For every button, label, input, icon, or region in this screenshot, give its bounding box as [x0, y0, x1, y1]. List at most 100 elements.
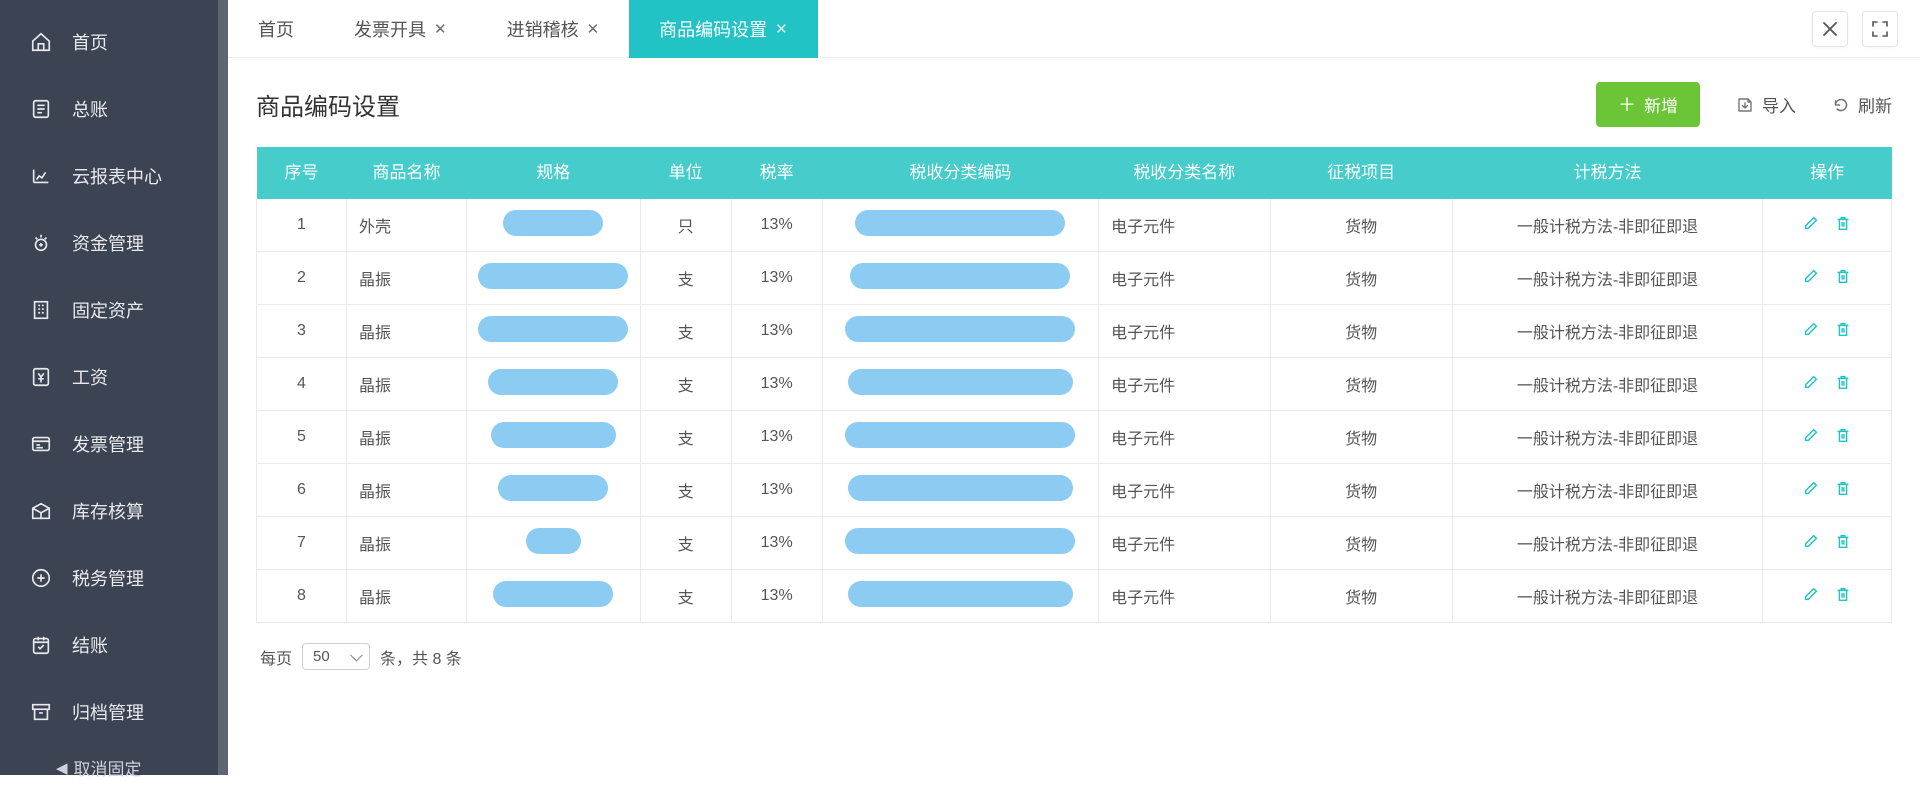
cell-idx: 4	[257, 358, 347, 411]
close-all-button[interactable]	[1812, 11, 1848, 47]
tab-close-icon[interactable]: ✕	[587, 20, 600, 38]
sidebar-item-archive[interactable]: 归档管理	[0, 678, 228, 745]
sidebar-item-tax[interactable]: 税务管理	[0, 544, 228, 611]
redacted-code	[848, 581, 1073, 607]
cell-name: 晶振	[347, 358, 467, 411]
col-header-3: 单位	[640, 147, 731, 199]
edit-icon[interactable]	[1801, 478, 1821, 498]
sidebar-item-inventory[interactable]: 库存核算	[0, 477, 228, 544]
sidebar-unpin[interactable]: ◀ 取消固定	[0, 745, 228, 790]
tab-2[interactable]: 进销稽核 ✕	[477, 0, 630, 58]
delete-icon[interactable]	[1833, 213, 1853, 233]
import-button[interactable]: 导入	[1736, 92, 1796, 117]
cell-spec	[467, 411, 641, 464]
import-button-label: 导入	[1762, 92, 1796, 117]
cell-rate: 13%	[731, 199, 822, 252]
refresh-button[interactable]: 刷新	[1832, 92, 1892, 117]
sidebar-item-building[interactable]: 固定资产	[0, 276, 228, 343]
cell-item: 货物	[1270, 199, 1452, 252]
tab-close-icon[interactable]: ✕	[775, 20, 788, 38]
edit-icon[interactable]	[1801, 213, 1821, 233]
page-content: 商品编码设置 ＋ 新增 导入	[228, 58, 1920, 775]
sidebar: 首页总账云报表中心资金管理固定资产工资发票管理库存核算税务管理结账归档管理 ◀ …	[0, 0, 228, 775]
import-icon	[1736, 96, 1754, 114]
tabs-bar: 首页发票开具✕进销稽核✕商品编码设置✕	[228, 0, 1920, 58]
edit-icon[interactable]	[1801, 584, 1821, 604]
add-button-label: 新增	[1644, 92, 1678, 117]
edit-icon[interactable]	[1801, 531, 1821, 551]
col-header-9: 操作	[1763, 147, 1892, 199]
table-row: 6晶振支13%电子元件货物一般计税方法-非即征即退	[257, 464, 1892, 517]
table-row: 3晶振支13%电子元件货物一般计税方法-非即征即退	[257, 305, 1892, 358]
cell-rate: 13%	[731, 464, 822, 517]
cell-ops	[1763, 517, 1892, 570]
tab-label: 进销稽核	[507, 16, 579, 42]
add-button[interactable]: ＋ 新增	[1596, 82, 1700, 127]
cell-method: 一般计税方法-非即征即退	[1452, 464, 1763, 517]
table-row: 4晶振支13%电子元件货物一般计税方法-非即征即退	[257, 358, 1892, 411]
cell-idx: 5	[257, 411, 347, 464]
cell-method: 一般计税方法-非即征即退	[1452, 199, 1763, 252]
delete-icon[interactable]	[1833, 531, 1853, 551]
sidebar-unpin-label: 取消固定	[74, 755, 142, 780]
cell-name: 晶振	[347, 411, 467, 464]
delete-icon[interactable]	[1833, 425, 1853, 445]
sidebar-item-salary[interactable]: 工资	[0, 343, 228, 410]
delete-icon[interactable]	[1833, 478, 1853, 498]
sidebar-item-home[interactable]: 首页	[0, 8, 228, 75]
building-icon	[30, 299, 52, 321]
col-header-7: 征税项目	[1270, 147, 1452, 199]
cell-cat: 电子元件	[1099, 199, 1270, 252]
edit-icon[interactable]	[1801, 372, 1821, 392]
redacted-spec	[526, 528, 581, 554]
sidebar-item-invoice[interactable]: 发票管理	[0, 410, 228, 477]
delete-icon[interactable]	[1833, 584, 1853, 604]
per-page-select[interactable]: 50	[302, 643, 370, 670]
tab-1[interactable]: 发票开具✕	[324, 0, 477, 58]
redacted-code	[850, 263, 1070, 289]
sidebar-item-label: 发票管理	[72, 431, 144, 457]
delete-icon[interactable]	[1833, 319, 1853, 339]
edit-icon[interactable]	[1801, 266, 1821, 286]
cell-code	[822, 411, 1098, 464]
table-row: 5晶振支13%电子元件货物一般计税方法-非即征即退	[257, 411, 1892, 464]
edit-icon[interactable]	[1801, 425, 1821, 445]
edit-icon[interactable]	[1801, 319, 1821, 339]
cell-code	[822, 464, 1098, 517]
pager-summary: 条，共 8 条	[380, 645, 462, 669]
cell-name: 晶振	[347, 517, 467, 570]
sidebar-item-label: 归档管理	[72, 699, 144, 725]
tax-icon	[30, 567, 52, 589]
col-header-1: 商品名称	[347, 147, 467, 199]
sidebar-item-close-period[interactable]: 结账	[0, 611, 228, 678]
delete-icon[interactable]	[1833, 266, 1853, 286]
main: 首页发票开具✕进销稽核✕商品编码设置✕ 商品编码设置 ＋ 新增	[228, 0, 1920, 775]
cell-idx: 8	[257, 570, 347, 623]
cell-ops	[1763, 358, 1892, 411]
col-header-8: 计税方法	[1452, 147, 1763, 199]
tab-close-icon[interactable]: ✕	[434, 20, 447, 38]
arrow-left-icon: ◀	[56, 759, 68, 777]
table-row: 2晶振支13%电子元件货物一般计税方法-非即征即退	[257, 252, 1892, 305]
cell-ops	[1763, 252, 1892, 305]
cell-code	[822, 570, 1098, 623]
fullscreen-icon	[1872, 21, 1888, 37]
sidebar-item-label: 云报表中心	[72, 163, 162, 189]
sidebar-item-report[interactable]: 云报表中心	[0, 142, 228, 209]
cell-unit: 支	[640, 464, 731, 517]
tab-0[interactable]: 首页	[228, 0, 324, 58]
cell-method: 一般计税方法-非即征即退	[1452, 305, 1763, 358]
cell-cat: 电子元件	[1099, 305, 1270, 358]
sidebar-item-fund[interactable]: 资金管理	[0, 209, 228, 276]
tab-3[interactable]: 商品编码设置✕	[629, 0, 818, 58]
fullscreen-button[interactable]	[1862, 11, 1898, 47]
col-header-6: 税收分类名称	[1099, 147, 1270, 199]
sidebar-item-label: 资金管理	[72, 230, 144, 256]
sidebar-item-ledger[interactable]: 总账	[0, 75, 228, 142]
cell-item: 货物	[1270, 570, 1452, 623]
col-header-0: 序号	[257, 147, 347, 199]
cell-code	[822, 305, 1098, 358]
delete-icon[interactable]	[1833, 372, 1853, 392]
cell-spec	[467, 199, 641, 252]
cell-unit: 支	[640, 358, 731, 411]
